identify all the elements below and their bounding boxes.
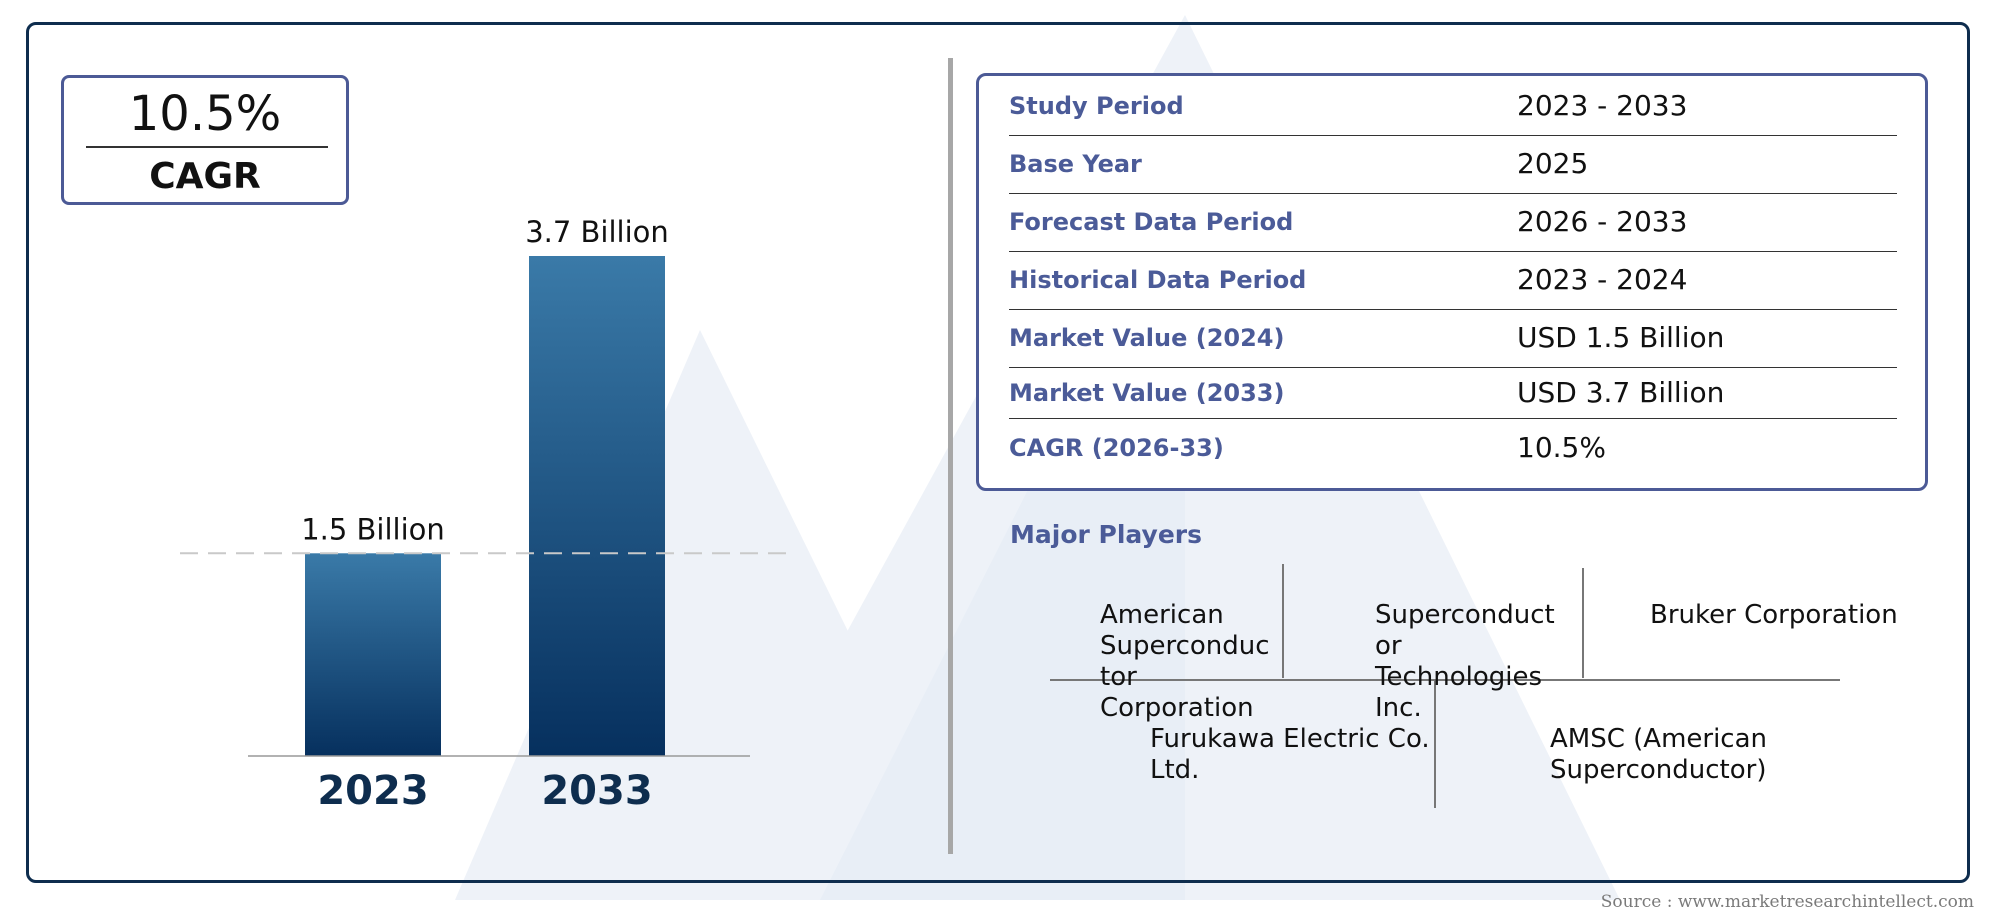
info-row: Historical Data Period 2023 - 2024 [1009, 251, 1897, 310]
player-name: Superconduct or Technologies Inc. [1375, 600, 1555, 723]
info-value: USD 3.7 Billion [1517, 375, 1725, 409]
info-value: 2026 - 2033 [1517, 205, 1688, 238]
cagr-label: CAGR [149, 156, 261, 197]
info-row: CAGR (2026-33) 10.5% [1009, 418, 1897, 478]
outer-frame [26, 22, 1970, 883]
info-label: Study Period [1009, 91, 1184, 120]
players-separator [1434, 680, 1436, 808]
info-label: Market Value (2024) [1009, 324, 1285, 352]
info-row: Study Period 2023 - 2033 [1009, 76, 1897, 136]
players-separator [1582, 568, 1584, 678]
cagr-divider [86, 146, 328, 148]
player-name: Bruker Corporation [1650, 600, 1898, 630]
player-name: American Superconduc tor Corporation [1100, 600, 1270, 723]
info-value: 2023 - 2024 [1517, 263, 1688, 296]
bar-chart: 1.5 Billion 2023 3.7 Billion 2033 [180, 215, 790, 814]
players-separator [1050, 679, 1840, 681]
cagr-value: 10.5% [128, 86, 282, 142]
info-value: 10.5% [1517, 431, 1606, 464]
info-row: Market Value (2033) USD 3.7 Billion [1009, 367, 1897, 419]
info-row: Forecast Data Period 2026 - 2033 [1009, 193, 1897, 252]
info-value: USD 1.5 Billion [1517, 321, 1725, 354]
x-axis-category-label: 2023 [317, 768, 428, 814]
players-separator [1282, 564, 1284, 678]
info-label: Forecast Data Period [1009, 208, 1294, 236]
info-row: Market Value (2024) USD 1.5 Billion [1009, 309, 1897, 368]
cagr-box: 10.5% CAGR [61, 75, 349, 205]
market-info-table: Study Period 2023 - 2033 Base Year 2025 Fore… [976, 73, 1928, 491]
info-value: 2025 [1517, 147, 1589, 180]
info-label: Base Year [1009, 150, 1142, 178]
x-axis-category-label: 2033 [541, 768, 652, 814]
source-citation: Source : www.marketresearchintellect.com [1600, 892, 1974, 912]
info-label: CAGR (2026-33) [1009, 434, 1224, 462]
info-label: Market Value (2033) [1009, 378, 1285, 407]
major-players-title: Major Players [1010, 520, 1202, 549]
bar-data-label: 3.7 Billion [525, 215, 669, 249]
info-row: Base Year 2025 [1009, 135, 1897, 194]
bar-2033 [529, 256, 665, 756]
info-label: Historical Data Period [1009, 266, 1307, 294]
player-name: AMSC (American Superconductor) [1550, 724, 1768, 785]
player-name: Furukawa Electric Co. Ltd. [1150, 724, 1430, 785]
bar-data-label: 1.5 Billion [301, 512, 445, 546]
bar-2023 [305, 553, 441, 756]
info-value: 2023 - 2033 [1517, 88, 1688, 122]
vertical-divider [948, 58, 953, 854]
